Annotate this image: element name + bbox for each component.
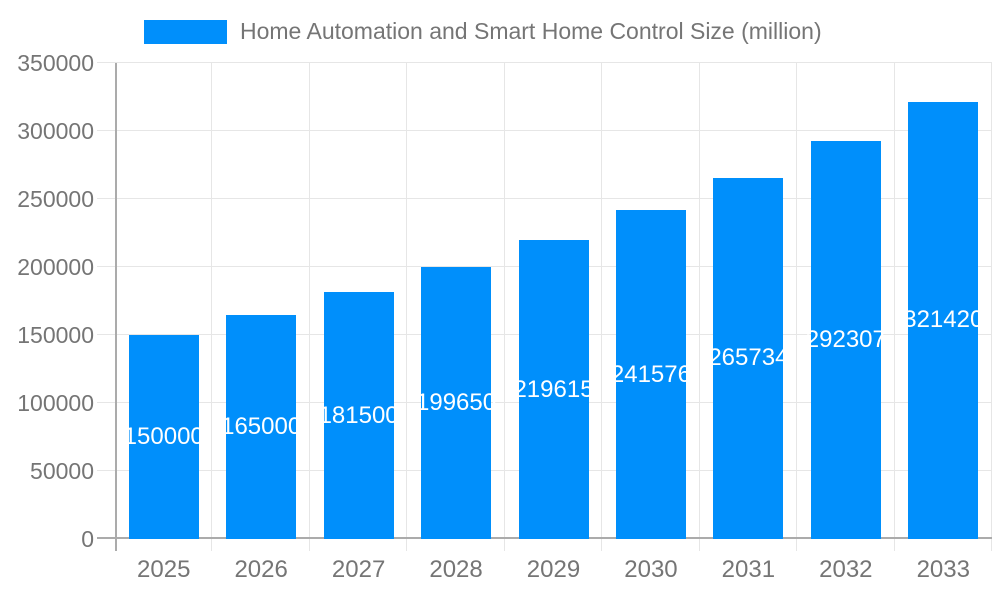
legend-item[interactable]: Home Automation and Smart Home Control S… <box>144 18 822 45</box>
gridline-vertical <box>211 63 213 551</box>
y-tick-label: 100000 <box>17 390 94 416</box>
bar-2025[interactable] <box>128 335 199 539</box>
gridline-horizontal <box>97 198 992 199</box>
gridline-vertical <box>698 63 700 551</box>
gridline-vertical <box>406 63 408 551</box>
y-tick-label: 0 <box>81 526 94 552</box>
bar-2032[interactable] <box>810 141 881 539</box>
legend-label: Home Automation and Smart Home Control S… <box>240 18 822 44</box>
x-tick-label: 2031 <box>721 556 776 583</box>
y-tick-label: 300000 <box>17 118 94 144</box>
x-tick-label: 2027 <box>331 556 386 583</box>
x-tick-label: 2032 <box>819 556 873 583</box>
gridline-vertical <box>796 63 798 551</box>
y-tick-label: 200000 <box>17 254 94 280</box>
y-tick-label: 150000 <box>17 322 94 348</box>
gridline-vertical <box>991 63 992 551</box>
x-tick-label: 2025 <box>137 556 191 583</box>
bar-2030[interactable] <box>615 210 686 539</box>
y-axis-line <box>115 63 117 551</box>
gridline-vertical <box>503 63 505 551</box>
gridline-vertical <box>308 63 310 551</box>
legend-swatch-icon <box>144 19 227 44</box>
y-tick-label: 350000 <box>17 50 94 76</box>
bar-2033[interactable] <box>908 101 979 539</box>
x-tick-label: 2033 <box>916 556 970 583</box>
x-tick-label: 2029 <box>526 556 581 583</box>
y-tick-label: 50000 <box>30 458 94 484</box>
gridline-horizontal <box>97 62 992 63</box>
y-tick-label: 250000 <box>17 186 94 212</box>
x-tick-label: 2030 <box>624 556 678 583</box>
bar-2029[interactable] <box>518 240 589 539</box>
bar-2028[interactable] <box>421 267 492 539</box>
bar-2027[interactable] <box>323 292 394 539</box>
gridline-vertical <box>893 63 895 551</box>
gridline-vertical <box>601 63 603 551</box>
plot-area: 150000 165000 181500 199650 219615 241576 2657… <box>97 62 992 551</box>
bar-2026[interactable] <box>226 314 297 539</box>
gridline-horizontal <box>97 130 992 131</box>
bar-2031[interactable] <box>713 177 784 539</box>
x-tick-label: 2026 <box>234 556 288 583</box>
x-tick-label: 2028 <box>429 556 483 583</box>
